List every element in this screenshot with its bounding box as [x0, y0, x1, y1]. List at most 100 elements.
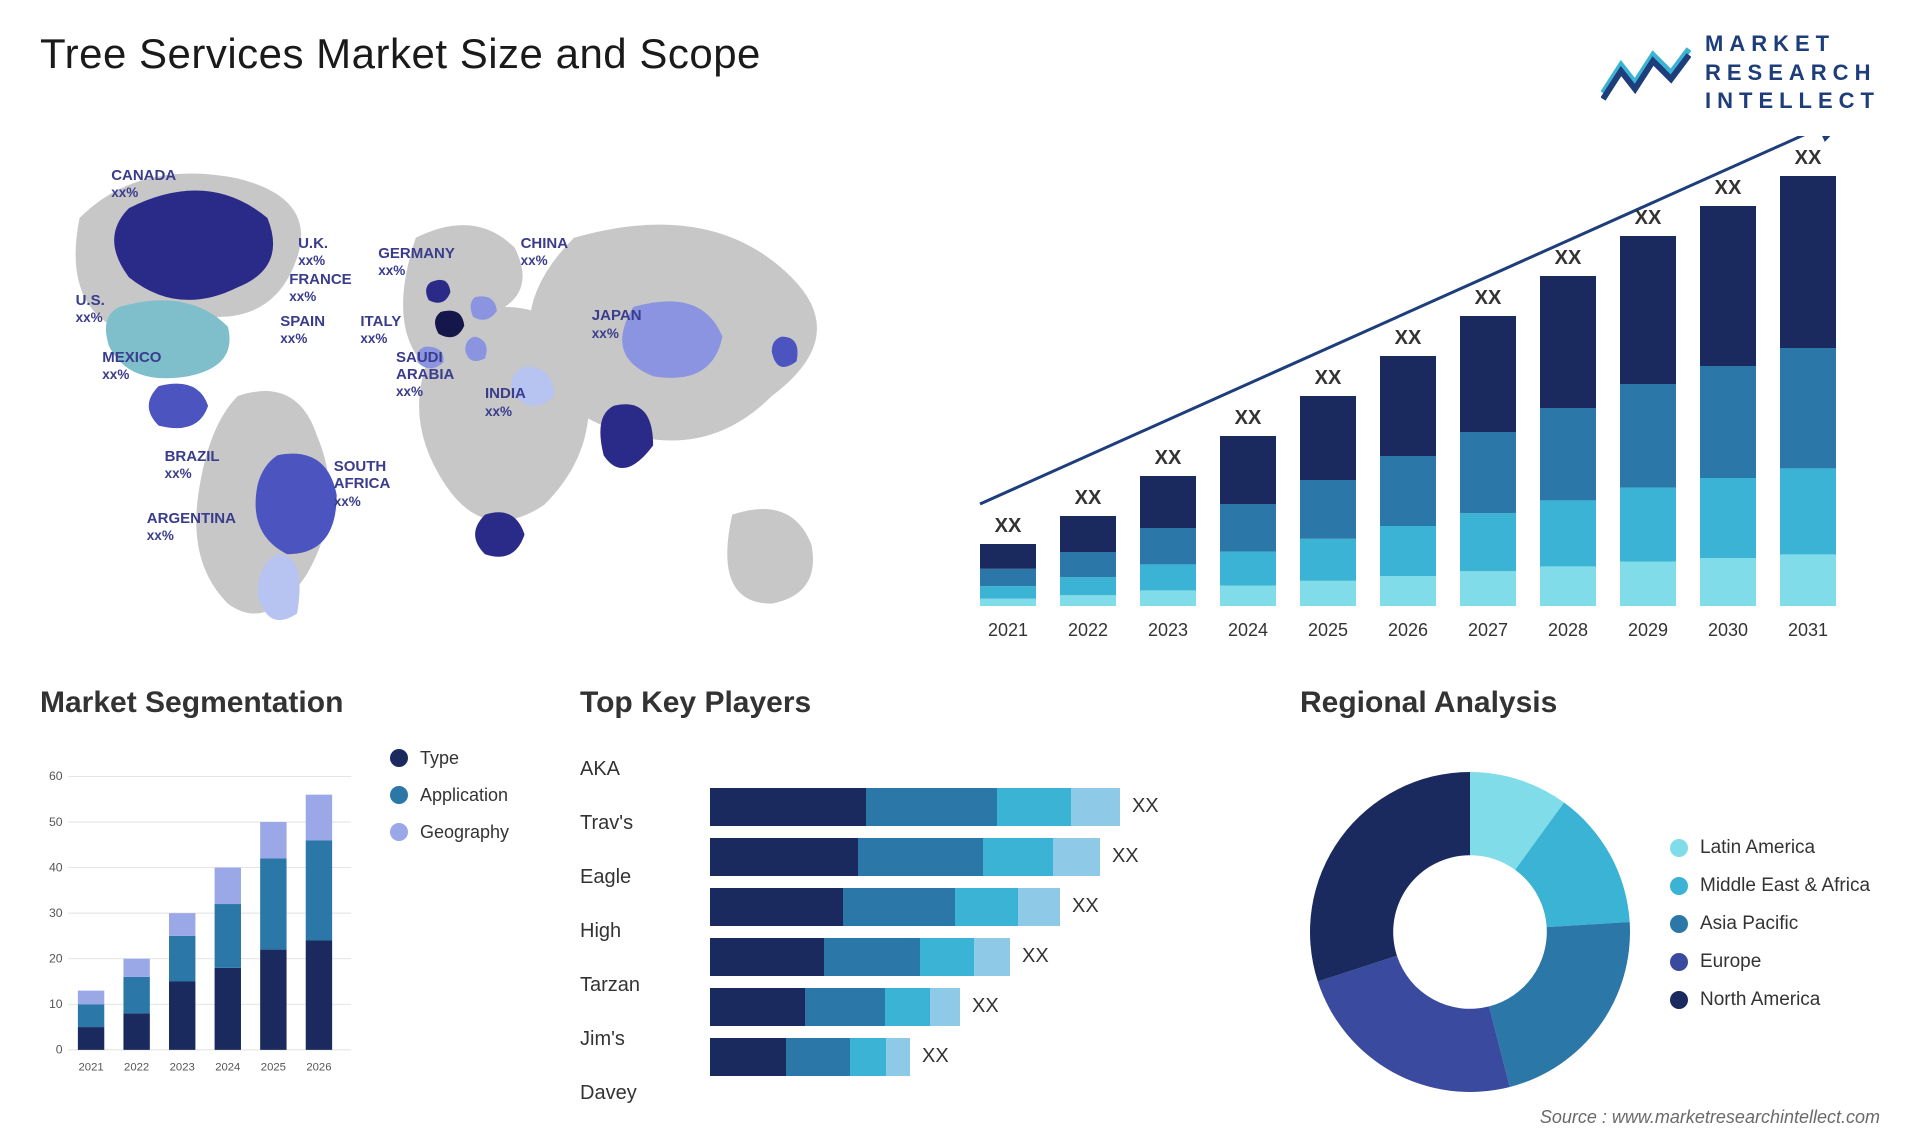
seg-xlabel: 2026	[306, 1061, 331, 1073]
growth-bar-segment	[1780, 554, 1836, 606]
donut-slice	[1489, 922, 1630, 1087]
seg-ytick: 50	[49, 815, 63, 829]
players-labels: AKATrav'sEagleHighTarzanJim'sDavey	[580, 738, 690, 1126]
player-bar-segment	[824, 938, 920, 976]
legend-label: Europe	[1700, 951, 1761, 973]
map-label-u-k-: U.K.xx%	[298, 235, 328, 270]
growth-bar-segment	[1540, 566, 1596, 606]
growth-bar-segment	[1220, 551, 1276, 585]
seg-bar-segment	[78, 990, 104, 1004]
donut-slice	[1310, 772, 1470, 981]
seg-xlabel: 2023	[170, 1061, 195, 1073]
seg-legend-item: Application	[390, 785, 560, 806]
seg-ytick: 40	[49, 860, 63, 874]
seg-bar-segment	[169, 981, 195, 1049]
player-bar-value: XX	[1132, 795, 1159, 818]
seg-bar-segment	[215, 867, 241, 903]
player-bar-row: XX	[710, 1038, 1280, 1076]
player-bar-segment	[710, 838, 858, 876]
player-bar-segment	[885, 988, 930, 1026]
player-bar-segment	[1053, 838, 1100, 876]
growth-bar-segment	[1620, 384, 1676, 488]
growth-bar-segment	[1060, 516, 1116, 552]
map-country-shape	[149, 383, 208, 428]
regional-legend: Latin AmericaMiddle East & AfricaAsia Pa…	[1670, 837, 1880, 1027]
player-bar-segment	[843, 888, 955, 926]
player-bar-value: XX	[1072, 895, 1099, 918]
growth-bar-segment	[1620, 236, 1676, 384]
brand-line-3: INTELLECT	[1705, 87, 1880, 116]
player-bar-value: XX	[972, 995, 999, 1018]
growth-year-label: 2025	[1308, 620, 1348, 640]
growth-bar-label: XX	[1795, 147, 1822, 169]
player-bar-segment	[930, 988, 960, 1026]
player-bar-row: XX	[710, 888, 1280, 926]
legend-label: Type	[420, 748, 459, 769]
growth-year-label: 2028	[1548, 620, 1588, 640]
seg-bar-segment	[215, 904, 241, 968]
seg-bar-segment	[306, 840, 332, 940]
source-line: Source : www.marketresearchintellect.com	[1540, 1107, 1880, 1128]
world-map-panel: CANADAxx%U.S.xx%MEXICOxx%BRAZILxx%ARGENT…	[40, 136, 930, 656]
legend-swatch	[390, 823, 408, 841]
growth-bar-label: XX	[1155, 447, 1182, 469]
segmentation-legend: Type Application Geography	[390, 738, 560, 1126]
legend-label: Asia Pacific	[1700, 913, 1798, 935]
players-panel: Top Key Players AKATrav'sEagleHighTarzan…	[580, 686, 1280, 1126]
growth-bar-segment	[1060, 577, 1116, 595]
regional-legend-item: Asia Pacific	[1670, 913, 1880, 935]
growth-bar-segment	[1380, 576, 1436, 606]
seg-bar-segment	[215, 968, 241, 1050]
legend-label: Middle East & Africa	[1700, 875, 1870, 897]
player-bar-segment	[886, 1038, 910, 1076]
seg-bar-segment	[260, 949, 286, 1049]
legend-swatch	[1670, 991, 1688, 1009]
seg-xlabel: 2025	[261, 1061, 286, 1073]
seg-bar-segment	[260, 858, 286, 949]
player-bar-value: XX	[1112, 845, 1139, 868]
players-bars: XX XX XX XX XX XX	[710, 738, 1280, 1126]
growth-bar-label: XX	[1555, 247, 1582, 269]
legend-label: North America	[1700, 989, 1820, 1011]
growth-bar-segment	[1140, 528, 1196, 564]
regional-panel: Regional Analysis Latin AmericaMiddle Ea…	[1300, 686, 1880, 1126]
player-bar-segment	[786, 1038, 850, 1076]
player-bar-row: XX	[710, 938, 1280, 976]
legend-swatch	[1670, 953, 1688, 971]
seg-bar-segment	[169, 936, 195, 982]
player-bar-segment	[710, 888, 843, 926]
map-label-india: INDIAxx%	[485, 385, 526, 420]
growth-bar-segment	[1140, 564, 1196, 590]
growth-year-label: 2031	[1788, 620, 1828, 640]
growth-bar-segment	[1140, 590, 1196, 606]
seg-ytick: 10	[49, 997, 63, 1011]
map-label-japan: JAPANxx%	[592, 307, 642, 342]
growth-bar-segment	[1380, 356, 1436, 456]
seg-bar-segment	[306, 940, 332, 1049]
seg-xlabel: 2021	[79, 1061, 104, 1073]
seg-bar-segment	[78, 1004, 104, 1027]
map-label-france: FRANCExx%	[289, 271, 352, 306]
player-bar-segment	[805, 988, 885, 1026]
map-label-saudi-arabia: SAUDIARABIAxx%	[396, 349, 454, 401]
player-label: Davey	[580, 1069, 690, 1119]
growth-bar-segment	[1060, 552, 1116, 577]
map-label-mexico: MEXICOxx%	[102, 349, 161, 384]
growth-bar-segment	[1300, 480, 1356, 539]
growth-bar-segment	[1700, 478, 1756, 558]
map-label-china: CHINAxx%	[521, 235, 569, 270]
player-bar-segment	[858, 838, 983, 876]
seg-legend-item: Geography	[390, 822, 560, 843]
growth-bar-segment	[1380, 526, 1436, 576]
growth-bar-segment	[1300, 539, 1356, 581]
regional-legend-item: North America	[1670, 989, 1880, 1011]
player-bar-segment	[974, 938, 1010, 976]
growth-bar-segment	[1540, 500, 1596, 566]
seg-ytick: 30	[49, 906, 63, 920]
growth-bar-label: XX	[1635, 207, 1662, 229]
regional-legend-item: Europe	[1670, 951, 1880, 973]
segmentation-title: Market Segmentation	[40, 686, 560, 720]
growth-bar-label: XX	[1235, 407, 1262, 429]
seg-bar-segment	[78, 1027, 104, 1050]
regional-legend-item: Middle East & Africa	[1670, 875, 1880, 897]
